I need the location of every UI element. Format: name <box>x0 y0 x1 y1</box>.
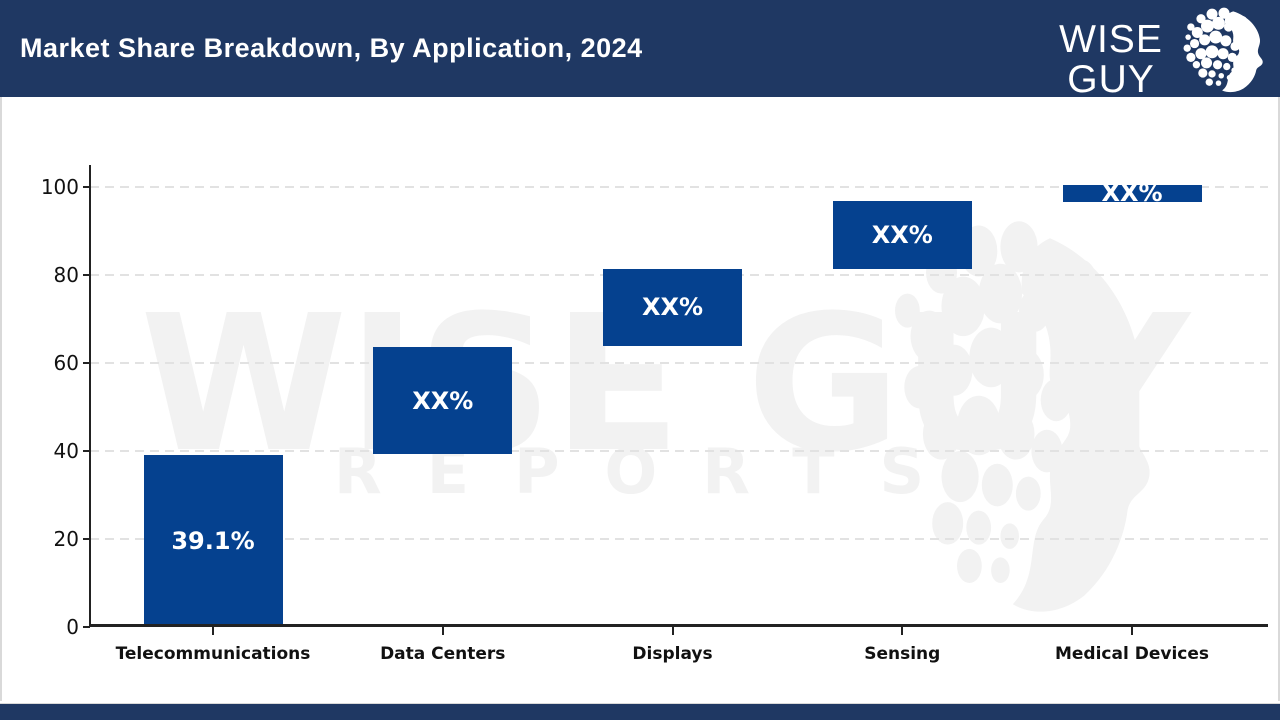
x-axis-line <box>90 624 1268 627</box>
header-bar: Market Share Breakdown, By Application, … <box>0 0 1280 117</box>
y-tick-label-20: 20 <box>53 527 79 551</box>
y-axis-line <box>89 165 91 627</box>
y-tick-100 <box>83 186 90 188</box>
watermark-head-graphic <box>895 221 1150 612</box>
bar-medical-devices: XX% <box>1062 181 1202 205</box>
x-category-label: Medical Devices <box>1054 644 1209 664</box>
gridline-20 <box>90 538 1268 540</box>
y-tick-label-0: 0 <box>66 615 79 639</box>
y-tick-80 <box>83 274 90 276</box>
x-tick-2 <box>671 627 674 635</box>
bar-sensing: XX% <box>832 201 972 269</box>
bar-value-label: XX% <box>1101 179 1163 208</box>
y-tick-60 <box>83 362 90 364</box>
y-tick-20 <box>83 538 90 540</box>
bar-telecommunications: 39.1% <box>143 454 283 627</box>
y-tick-label-100: 100 <box>40 175 79 199</box>
x-category-label: Displays <box>632 644 713 664</box>
plot-area: 0 20 40 60 80 100 39.1% Telecommunications XX% Da… <box>2 97 1278 701</box>
bar-value-label: 39.1% <box>171 526 255 555</box>
x-tick-0 <box>212 627 214 635</box>
y-tick-0 <box>83 626 90 628</box>
x-tick-4 <box>1131 627 1133 635</box>
wise-guy-reports-logo: WISE GUY REPORTS <box>1020 6 1270 117</box>
page-title: Market Share Breakdown, By Application, … <box>20 33 643 63</box>
bar-value-label: XX% <box>871 220 933 249</box>
x-category-label: Sensing <box>864 644 941 664</box>
footer-bar <box>0 703 1280 720</box>
bar-displays: XX% <box>603 268 742 346</box>
gridline-40 <box>90 450 1268 452</box>
x-tick-3 <box>901 627 904 635</box>
x-tick-1 <box>441 627 444 635</box>
y-tick-label-40: 40 <box>53 439 79 463</box>
bar-value-label: XX% <box>412 386 474 415</box>
logo-wordmark: WISE GUY <box>1059 18 1163 101</box>
bar-data-centers: XX% <box>373 347 513 455</box>
y-tick-label-60: 60 <box>53 351 79 375</box>
gridline-100 <box>90 186 1268 188</box>
bar-value-label: XX% <box>641 293 704 322</box>
chart-canvas: WISE GUY REPORTS 0 20 40 60 80 100 39.1% Teleco… <box>0 97 1280 701</box>
x-category-label: Data Centers <box>380 644 506 664</box>
y-tick-label-80: 80 <box>53 263 79 287</box>
gridline-60 <box>90 362 1268 364</box>
y-tick-40 <box>83 450 90 452</box>
x-category-label: Telecommunications <box>115 644 311 664</box>
dotted-head-icon <box>1183 7 1263 93</box>
